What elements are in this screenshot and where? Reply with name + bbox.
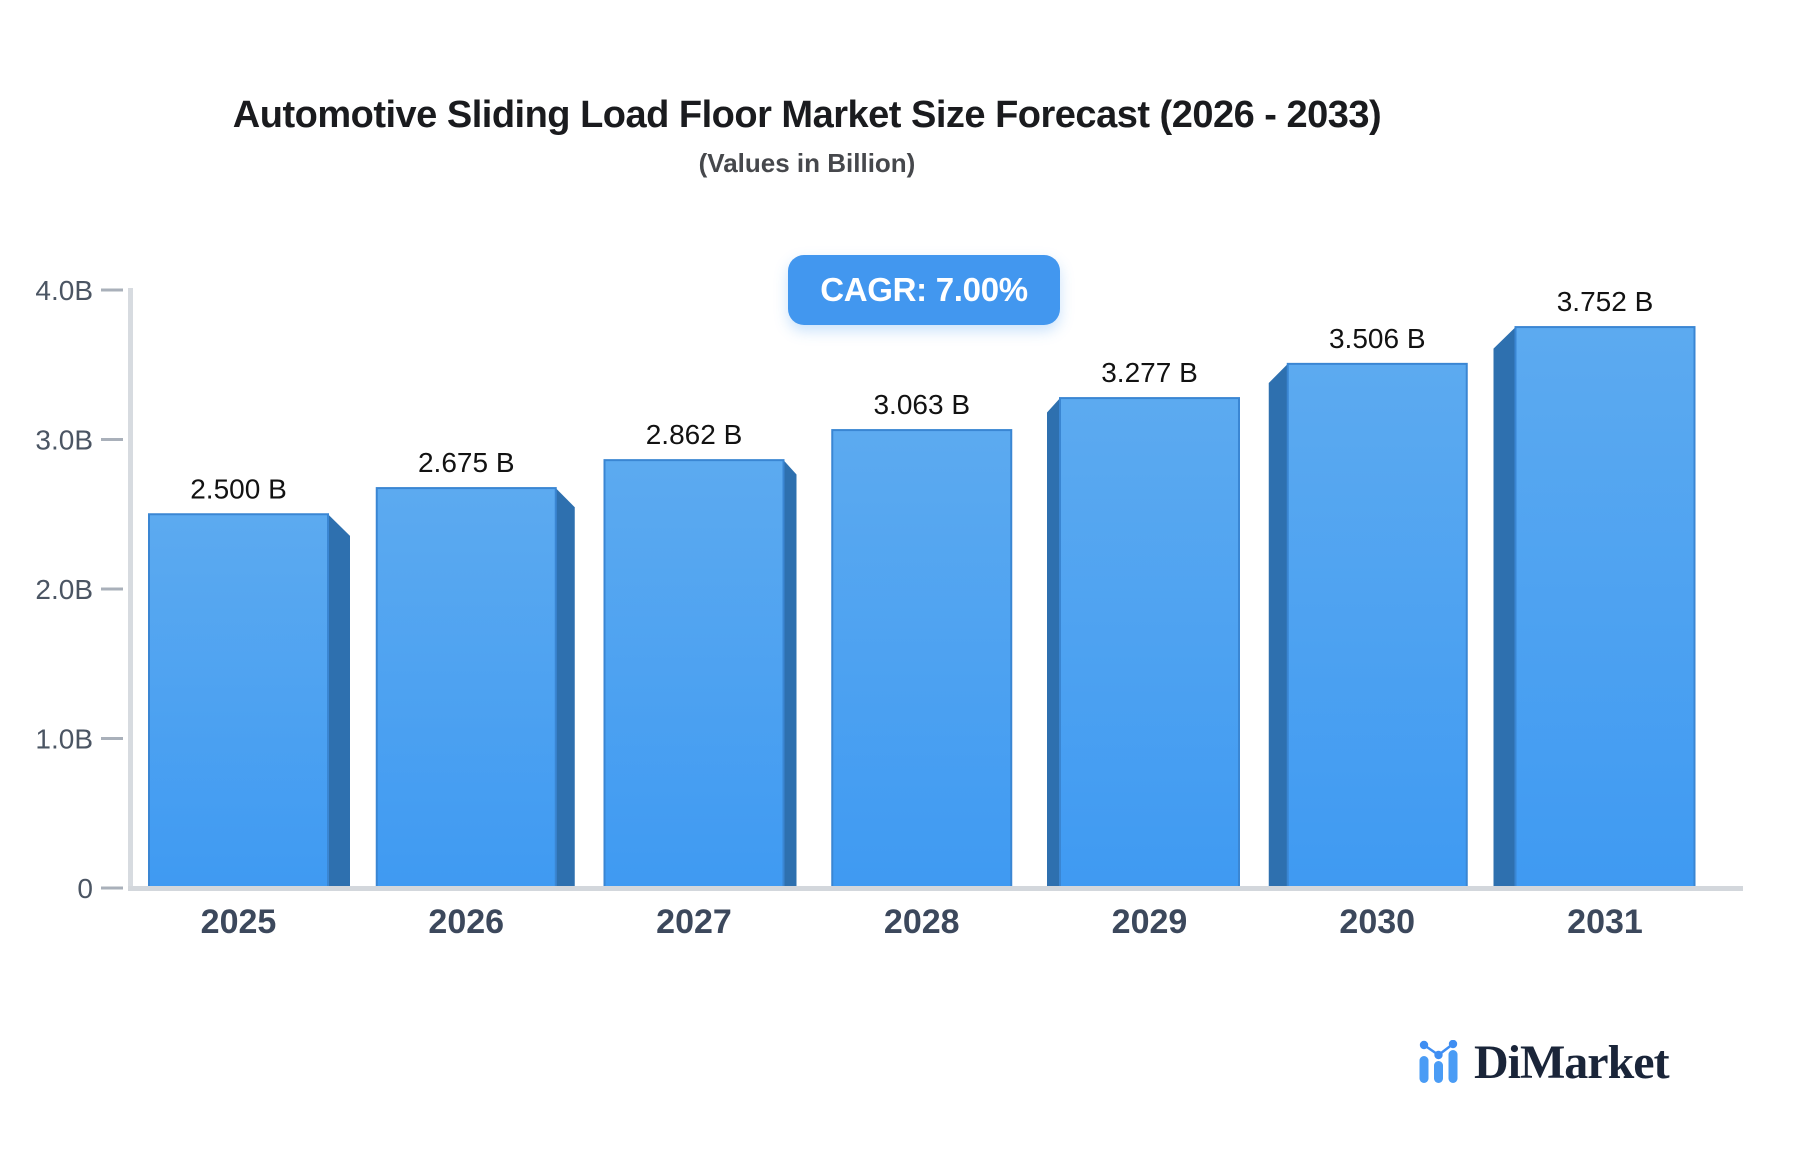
bar-value-label: 2.862 B — [646, 419, 743, 450]
mini-bar-chart-icon — [1419, 1040, 1458, 1083]
y-axis-tick-label: 4.0B — [35, 275, 93, 306]
x-axis-category-label: 2025 — [201, 903, 277, 941]
bar-value-label: 2.675 B — [418, 447, 515, 478]
bar-3d-side — [555, 488, 575, 888]
bar-value-label: 3.277 B — [1101, 357, 1198, 388]
x-axis-category-label: 2026 — [428, 903, 504, 941]
y-axis-tick-label: 1.0B — [35, 724, 93, 755]
cagr-badge-label: CAGR: 7.00% — [820, 271, 1028, 308]
y-axis-tick-label: 3.0B — [35, 425, 93, 456]
x-axis-category-label: 2027 — [656, 903, 732, 941]
bar — [831, 429, 1013, 889]
page-title: Automotive Sliding Load Floor Market Siz… — [232, 94, 1382, 136]
bar-3d-side — [1493, 327, 1516, 888]
x-axis-line — [128, 886, 1743, 891]
bar-3d-side — [783, 460, 797, 888]
y-axis-tick-label: 2.0B — [35, 574, 93, 605]
page-subtitle: (Values in Billion) — [698, 148, 916, 178]
bar-3d-side — [1047, 398, 1060, 888]
bar — [148, 513, 329, 889]
bar-3d-side — [328, 514, 350, 888]
y-axis-tick — [101, 288, 123, 292]
y-axis-line — [128, 288, 133, 890]
y-axis-tick — [101, 886, 123, 890]
x-axis-category-label: 2030 — [1339, 903, 1415, 941]
bar-value-label: 3.506 B — [1329, 323, 1426, 354]
bar — [1286, 362, 1468, 889]
x-axis-category-label: 2028 — [884, 903, 960, 941]
bar-value-label: 3.063 B — [873, 389, 970, 420]
bar — [1059, 397, 1240, 889]
y-axis-tick — [101, 438, 123, 441]
bar — [1514, 326, 1696, 889]
cagr-badge: CAGR: 7.00% — [788, 255, 1060, 325]
bar — [375, 487, 557, 889]
bar-value-label: 2.500 B — [190, 473, 287, 504]
brand-logo: DiMarket — [1418, 1036, 1670, 1089]
y-axis-tick-label: 0 — [77, 873, 93, 904]
x-axis-category-label: 2031 — [1567, 903, 1643, 941]
bar-3d-side — [1268, 363, 1288, 888]
brand-name: DiMarket — [1474, 1036, 1670, 1089]
y-axis-tick — [101, 587, 123, 591]
bar-value-label: 3.752 B — [1557, 286, 1654, 317]
y-axis-tick — [101, 737, 123, 740]
bar — [603, 459, 785, 889]
x-axis-category-label: 2029 — [1112, 903, 1188, 941]
